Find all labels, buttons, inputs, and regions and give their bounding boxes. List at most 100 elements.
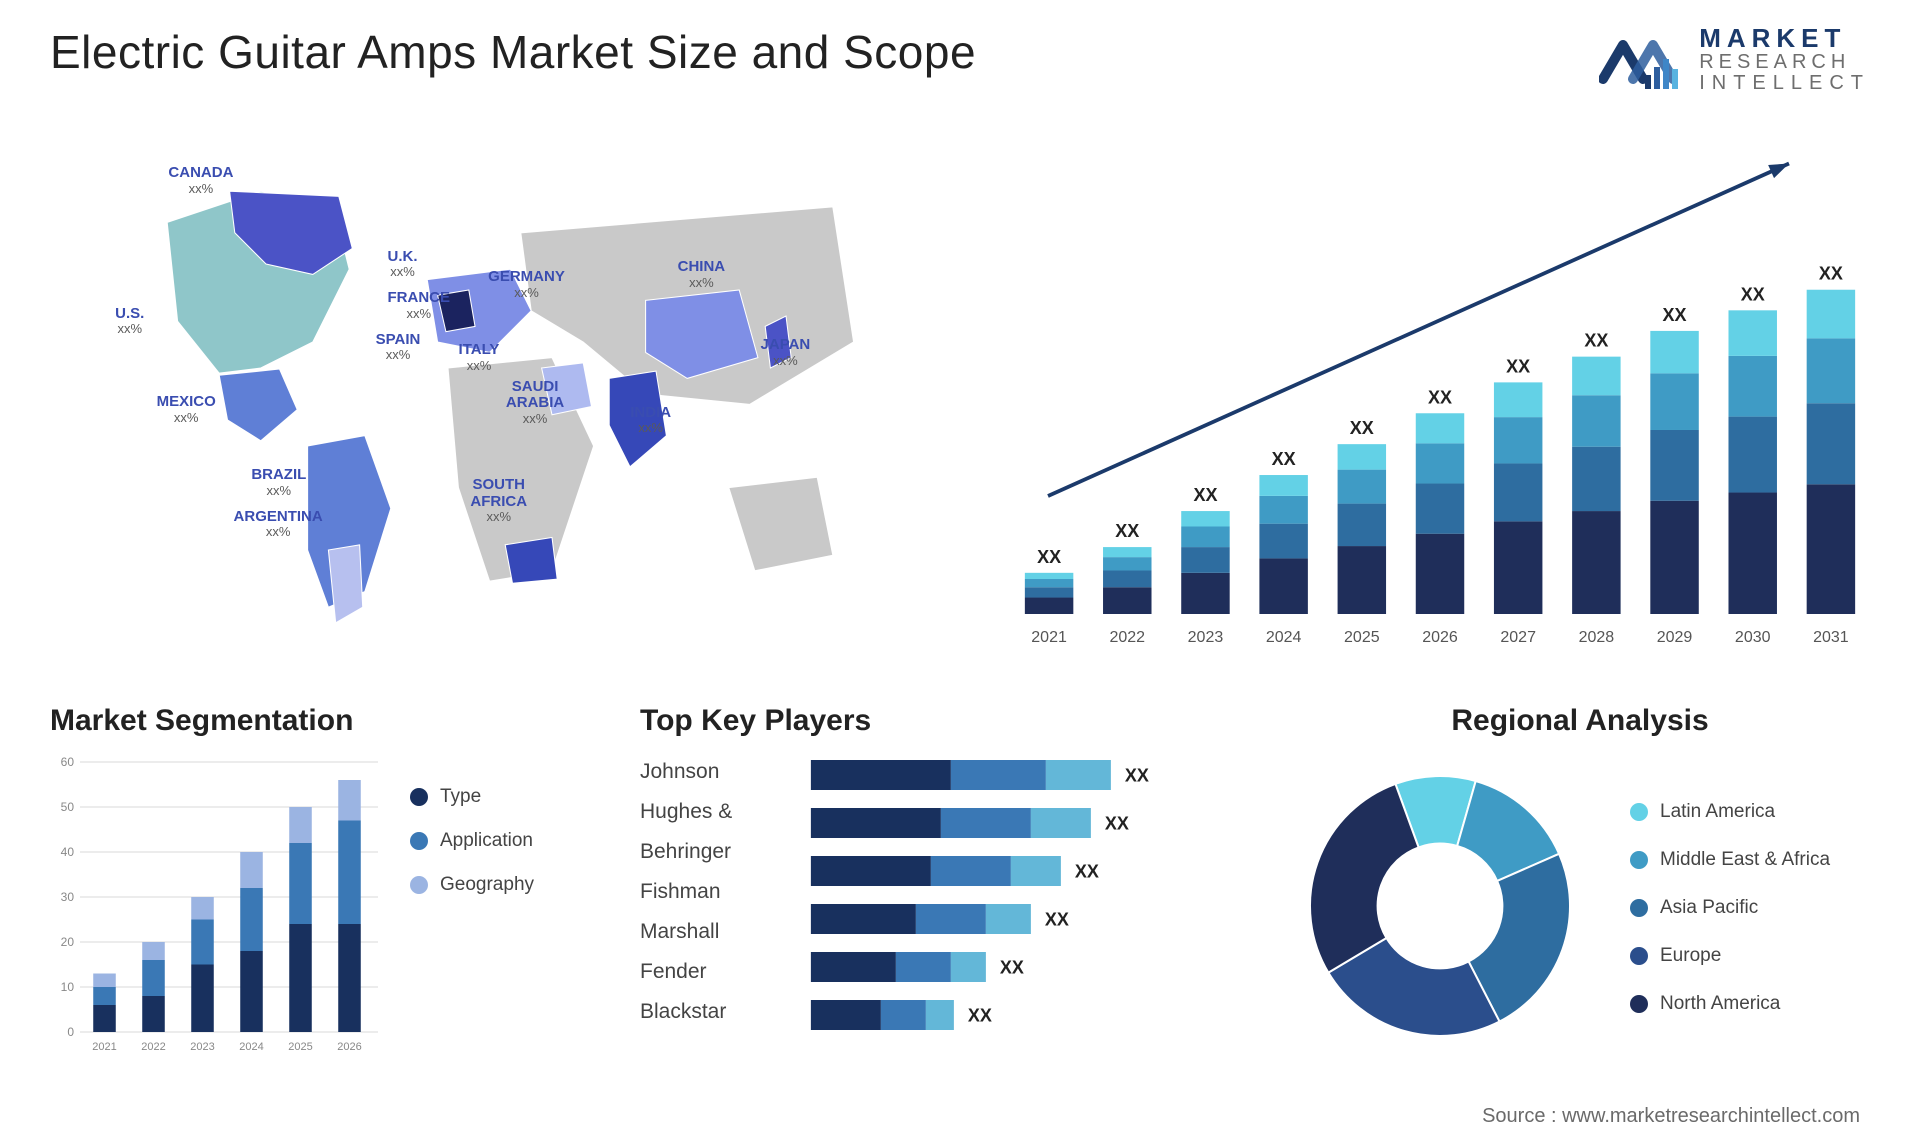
map-label-china: CHINAxx%	[678, 259, 726, 290]
map-label-south-africa: SOUTHAFRICAxx%	[470, 477, 527, 524]
map-label-japan: JAPANxx%	[761, 337, 811, 368]
map-label-brazil: BRAZILxx%	[251, 467, 306, 498]
svg-text:2028: 2028	[1579, 629, 1615, 646]
svg-text:50: 50	[61, 800, 75, 814]
segmentation-heading: Market Segmentation	[50, 704, 610, 738]
svg-text:XX: XX	[1584, 331, 1608, 351]
page-title: Electric Guitar Amps Market Size and Sco…	[50, 25, 976, 79]
player-blackstar: Blackstar	[640, 1000, 732, 1024]
map-label-canada: CANADAxx%	[168, 165, 233, 196]
brand-logo: MARKET RESEARCH INTELLECT	[1599, 25, 1870, 94]
seg-legend-application: Application	[410, 830, 534, 852]
svg-text:2021: 2021	[1031, 629, 1067, 646]
legend-dot	[1630, 803, 1648, 821]
svg-text:XX: XX	[1037, 547, 1061, 567]
svg-text:XX: XX	[1506, 357, 1530, 377]
player-fishman: Fishman	[640, 880, 732, 904]
svg-text:2025: 2025	[1344, 629, 1380, 646]
map-label-u-s-: U.S.xx%	[115, 306, 144, 337]
svg-text:40: 40	[61, 845, 75, 859]
region-legend-asia-pacific: Asia Pacific	[1630, 897, 1830, 919]
legend-dot	[1630, 899, 1648, 917]
legend-dot	[1630, 995, 1648, 1013]
player-hughes-: Hughes &	[640, 800, 732, 824]
svg-text:XX: XX	[1115, 521, 1139, 541]
svg-text:XX: XX	[1193, 485, 1217, 505]
svg-text:XX: XX	[1428, 388, 1452, 408]
player-behringer: Behringer	[640, 840, 732, 864]
seg-legend-geography: Geography	[410, 874, 534, 896]
svg-text:2024: 2024	[239, 1041, 263, 1053]
legend-label: Europe	[1660, 945, 1721, 967]
segmentation-chart: 0102030405060202120222023202420252026	[50, 756, 380, 1056]
svg-text:2022: 2022	[1109, 629, 1145, 646]
svg-text:0: 0	[67, 1025, 74, 1039]
svg-text:2030: 2030	[1735, 629, 1771, 646]
svg-text:2026: 2026	[1422, 629, 1458, 646]
logo-text: MARKET RESEARCH INTELLECT	[1699, 25, 1870, 94]
region-legend-middle-east-africa: Middle East & Africa	[1630, 849, 1830, 871]
svg-text:2025: 2025	[288, 1041, 312, 1053]
segmentation-body: 0102030405060202120222023202420252026 Ty…	[50, 756, 610, 1056]
legend-label: Geography	[440, 874, 534, 896]
svg-text:2031: 2031	[1813, 629, 1849, 646]
region-legend-latin-america: Latin America	[1630, 801, 1830, 823]
svg-text:XX: XX	[1125, 766, 1149, 786]
growth-bar-chart: XX 2021 XX 2022 XX 2023 XX 2024 XX 2025 XX 2026 XX 20…	[1010, 254, 1870, 654]
map-label-u-k-: U.K.xx%	[388, 249, 418, 280]
legend-dot	[410, 876, 428, 894]
svg-text:XX: XX	[1819, 264, 1843, 284]
regional-heading: Regional Analysis	[1290, 704, 1870, 738]
regional-panel: Regional Analysis Latin America Middle Ea…	[1290, 704, 1870, 1066]
map-label-india: INDIAxx%	[630, 405, 671, 436]
svg-text:2021: 2021	[92, 1041, 116, 1053]
svg-text:XX: XX	[1741, 285, 1765, 305]
map-label-france: FRANCExx%	[388, 290, 451, 321]
svg-text:2026: 2026	[337, 1041, 361, 1053]
regional-legend: Latin America Middle East & Africa Asia Pa…	[1630, 797, 1830, 1015]
players-hbar-chart: XXXXXXXXXXXX	[762, 756, 1260, 1066]
svg-text:2029: 2029	[1657, 629, 1693, 646]
legend-label: Latin America	[1660, 801, 1775, 823]
map-label-mexico: MEXICOxx%	[157, 394, 216, 425]
legend-label: Type	[440, 786, 481, 808]
segmentation-panel: Market Segmentation 01020304050602021202…	[50, 704, 610, 1066]
svg-text:XX: XX	[1000, 958, 1024, 978]
map-label-argentina: ARGENTINAxx%	[234, 509, 323, 540]
svg-text:XX: XX	[1272, 449, 1296, 469]
player-marshall: Marshall	[640, 920, 732, 944]
players-body: JohnsonHughes &BehringerFishmanMarshallF…	[640, 756, 1260, 1066]
logo-line2: RESEARCH	[1699, 52, 1870, 73]
svg-text:2023: 2023	[1188, 629, 1224, 646]
players-list: JohnsonHughes &BehringerFishmanMarshallF…	[640, 756, 732, 1066]
svg-text:XX: XX	[968, 1006, 992, 1026]
players-heading: Top Key Players	[640, 704, 1260, 738]
svg-text:XX: XX	[1663, 305, 1687, 325]
legend-dot	[410, 788, 428, 806]
legend-dot	[1630, 851, 1648, 869]
svg-text:60: 60	[61, 756, 75, 769]
region-legend-north-america: North America	[1630, 993, 1830, 1015]
svg-text:XX: XX	[1105, 814, 1129, 834]
legend-label: Asia Pacific	[1660, 897, 1758, 919]
header: Electric Guitar Amps Market Size and Sco…	[50, 25, 1870, 94]
player-fender: Fender	[640, 960, 732, 984]
growth-chart-panel: XX 2021 XX 2022 XX 2023 XX 2024 XX 2025 XX 2026 XX 20…	[1010, 134, 1870, 654]
svg-text:XX: XX	[1045, 910, 1069, 930]
map-label-saudi-arabia: SAUDIARABIAxx%	[506, 379, 564, 426]
logo-icon	[1599, 27, 1685, 93]
seg-legend-type: Type	[410, 786, 534, 808]
logo-line3: INTELLECT	[1699, 73, 1870, 94]
svg-text:2024: 2024	[1266, 629, 1302, 646]
svg-text:10: 10	[61, 980, 75, 994]
top-row: CANADAxx% U.S.xx% MEXICOxx% BRAZILxx% ARGENT…	[50, 134, 1870, 654]
svg-text:2023: 2023	[190, 1041, 214, 1053]
legend-label: Middle East & Africa	[1660, 849, 1830, 871]
svg-text:2027: 2027	[1500, 629, 1536, 646]
map-label-spain: SPAINxx%	[376, 332, 421, 363]
logo-line1: MARKET	[1699, 25, 1870, 52]
bottom-row: Market Segmentation 01020304050602021202…	[50, 704, 1870, 1066]
world-map-panel: CANADAxx% U.S.xx% MEXICOxx% BRAZILxx% ARGENT…	[50, 134, 950, 654]
regional-donut-chart	[1290, 756, 1590, 1056]
svg-text:XX: XX	[1350, 418, 1374, 438]
